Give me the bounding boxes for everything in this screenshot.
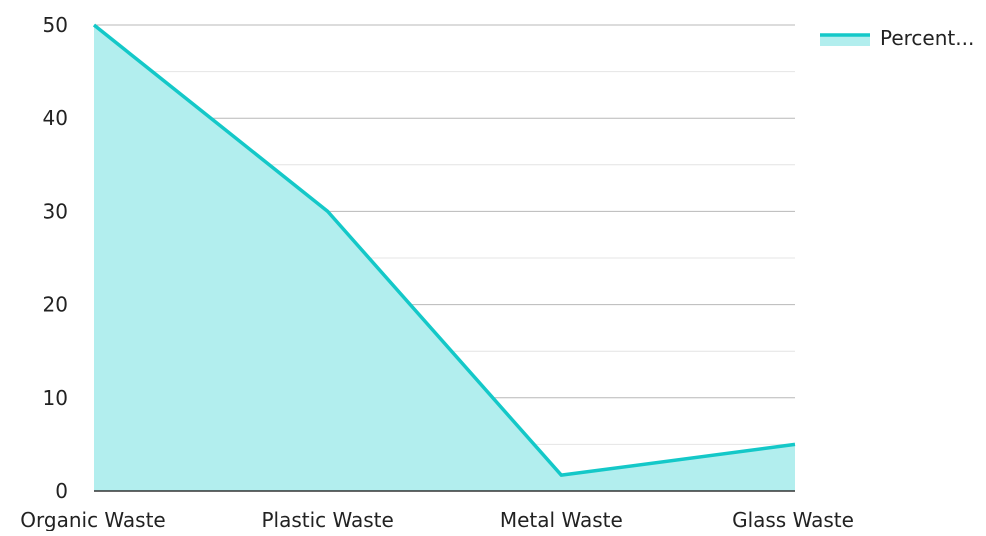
legend[interactable]: Percent... <box>820 26 974 50</box>
series-area-layer <box>90 21 799 491</box>
data-point-glass-waste[interactable] <box>791 440 799 448</box>
data-point-plastic-waste[interactable] <box>324 207 332 215</box>
legend-swatch <box>820 34 870 46</box>
x-tick-label: Plastic Waste <box>261 508 393 531</box>
data-point-metal-waste[interactable] <box>557 471 565 479</box>
y-tick-label: 10 <box>43 386 68 410</box>
series-line <box>92 23 796 477</box>
y-tick-label: 20 <box>43 293 68 317</box>
data-point-organic-waste[interactable] <box>90 21 98 29</box>
legend-label: Percent... <box>880 26 974 50</box>
y-tick-label: 50 <box>43 13 68 37</box>
y-tick-label: 30 <box>43 199 68 223</box>
x-tick-label: Organic Waste <box>20 508 165 531</box>
x-tick-label: Glass Waste <box>732 508 854 531</box>
tick-labels: 0 10 20 30 40 50 Organic Waste Plastic Waste Met… <box>20 13 854 532</box>
series-area-fill <box>94 25 795 491</box>
y-tick-label: 40 <box>43 106 68 130</box>
x-tick-label: Metal Waste <box>500 508 623 531</box>
y-tick-label: 0 <box>55 479 68 503</box>
